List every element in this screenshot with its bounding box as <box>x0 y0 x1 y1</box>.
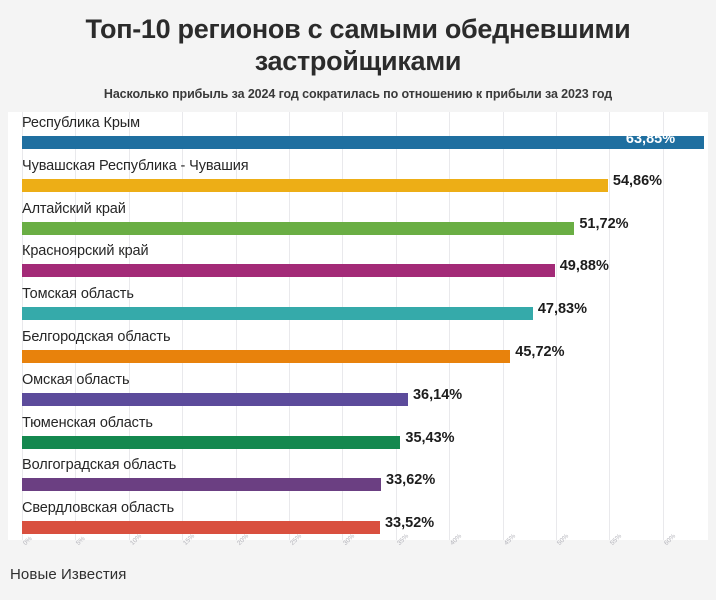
chart-bar-row: Белгородская область 45,72% <box>8 326 708 369</box>
chart-bar <box>22 136 704 149</box>
page-subtitle: Насколько прибыль за 2024 год сократилас… <box>103 86 613 101</box>
chart-bars-container: Республика Крым 63,85% Чувашская Республик… <box>8 112 708 540</box>
bar-category-label: Белгородская область <box>22 329 171 345</box>
bar-category-label: Томская область <box>22 286 134 303</box>
bar-category-label: Волгоградская область <box>22 457 177 474</box>
chart-x-axis: 0%5%10%15%20%25%30%35%40%45%50%55%60%65% <box>8 533 708 564</box>
bar-category-label: Тюменская область <box>22 414 153 431</box>
chart-bar-row: Томская область 47,83% <box>8 283 708 326</box>
chart-bar <box>22 521 380 535</box>
bar-value-label: 33,52% <box>384 515 435 532</box>
chart-bar <box>22 392 408 406</box>
chart-header: Топ-10 регионов с самыми обедневшими зас… <box>0 0 716 101</box>
bar-category-label: Республика Крым <box>22 115 140 131</box>
bar-category-label: Чувашская Республика - Чувашия <box>22 157 249 174</box>
chart-bar-row: Омская область 36,14% <box>8 369 708 412</box>
chart-bar <box>22 435 401 449</box>
source-credit: Новые Известия <box>10 566 127 583</box>
bar-value-label: 47,83% <box>537 301 587 318</box>
chart-bar-row: Чувашская Республика - Чувашия 54,86% <box>8 155 708 198</box>
bar-value-label: 36,14% <box>412 386 463 403</box>
chart-bar-row: Алтайский край 51,72% <box>8 198 708 241</box>
bar-category-label: Красноярский край <box>22 243 149 260</box>
bar-value-label: 35,43% <box>405 429 455 446</box>
chart-bar-row: Тюменская область 35,43% <box>8 412 708 455</box>
bar-value-label: 49,88% <box>559 258 609 275</box>
chart-bar-row: Свердловская область 33,52% <box>8 497 708 540</box>
chart-bar <box>22 178 608 192</box>
chart-bar <box>22 478 382 492</box>
bar-value-label: 54,86% <box>612 172 663 189</box>
bar-value-label: 33,62% <box>386 472 436 489</box>
chart-bar-row: Волгоградская область 33,62% <box>8 454 708 497</box>
chart-bar <box>22 221 575 235</box>
bar-category-label: Свердловская область <box>22 500 175 517</box>
chart-plot-area: Республика Крым 63,85% Чувашская Республик… <box>8 112 708 540</box>
bar-value-label: 45,72% <box>515 344 565 360</box>
page-title: Топ-10 регионов с самыми обедневшими зас… <box>85 14 631 76</box>
chart-bar <box>22 350 511 363</box>
bar-category-label: Омская область <box>22 371 130 388</box>
chart-bar <box>22 264 555 278</box>
chart-bar-row: Республика Крым 63,85% <box>8 112 708 155</box>
bar-category-label: Алтайский край <box>22 200 126 217</box>
bar-value-label: 63,85% <box>625 130 676 147</box>
chart-bar-row: Красноярский край 49,88% <box>8 240 708 283</box>
chart-bar <box>22 307 533 321</box>
bar-value-label: 51,72% <box>579 215 629 232</box>
